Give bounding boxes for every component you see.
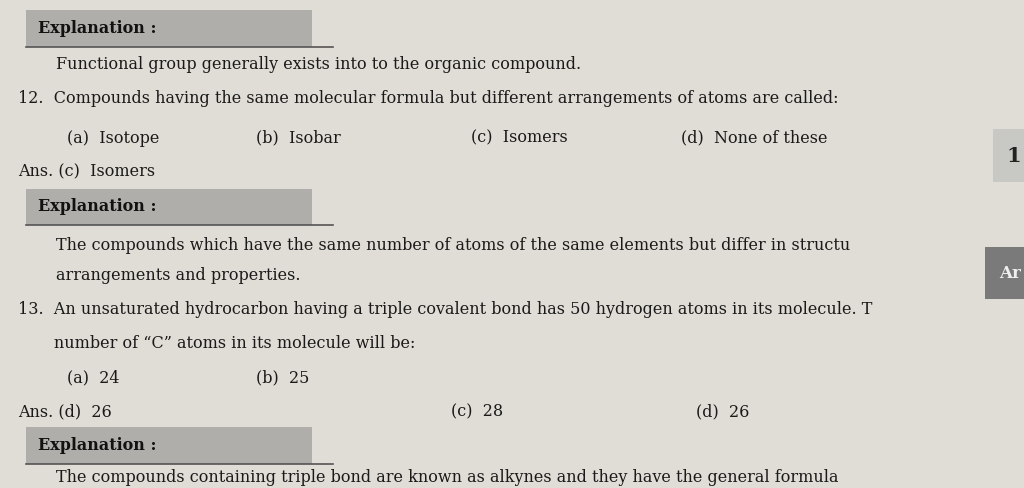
Text: (c)  Isomers: (c) Isomers [471, 129, 567, 146]
Text: 1: 1 [1007, 146, 1021, 166]
Text: Explanation :: Explanation : [38, 198, 157, 215]
FancyBboxPatch shape [26, 427, 312, 464]
Text: Ans. (c)  Isomers: Ans. (c) Isomers [18, 163, 156, 181]
FancyBboxPatch shape [985, 248, 1024, 299]
Text: (a)  24: (a) 24 [67, 368, 119, 386]
Text: The compounds which have the same number of atoms of the same elements but diffe: The compounds which have the same number… [56, 237, 851, 254]
Text: (a)  Isotope: (a) Isotope [67, 129, 159, 146]
Text: 13.  An unsaturated hydrocarbon having a triple covalent bond has 50 hydrogen at: 13. An unsaturated hydrocarbon having a … [18, 300, 872, 317]
Text: 12.  Compounds having the same molecular formula but different arrangements of a: 12. Compounds having the same molecular … [18, 90, 839, 107]
Text: (b)  Isobar: (b) Isobar [256, 129, 341, 146]
Text: Ans. (d)  26: Ans. (d) 26 [18, 403, 113, 420]
FancyBboxPatch shape [26, 189, 312, 226]
Text: (b)  25: (b) 25 [256, 368, 309, 386]
FancyBboxPatch shape [26, 11, 312, 48]
Text: (d)  26: (d) 26 [696, 403, 750, 420]
Text: (d)  None of these: (d) None of these [681, 129, 827, 146]
FancyBboxPatch shape [993, 129, 1024, 183]
Text: Ar: Ar [998, 265, 1021, 282]
Text: Explanation :: Explanation : [38, 20, 157, 37]
Text: arrangements and properties.: arrangements and properties. [56, 266, 301, 283]
Text: The compounds containing triple bond are known as alkynes and they have the gene: The compounds containing triple bond are… [56, 468, 839, 486]
Text: Explanation :: Explanation : [38, 436, 157, 453]
Text: Functional group generally exists into to the organic compound.: Functional group generally exists into t… [56, 56, 582, 73]
Text: number of “C” atoms in its molecule will be:: number of “C” atoms in its molecule will… [18, 334, 416, 351]
Text: (c)  28: (c) 28 [451, 403, 503, 420]
